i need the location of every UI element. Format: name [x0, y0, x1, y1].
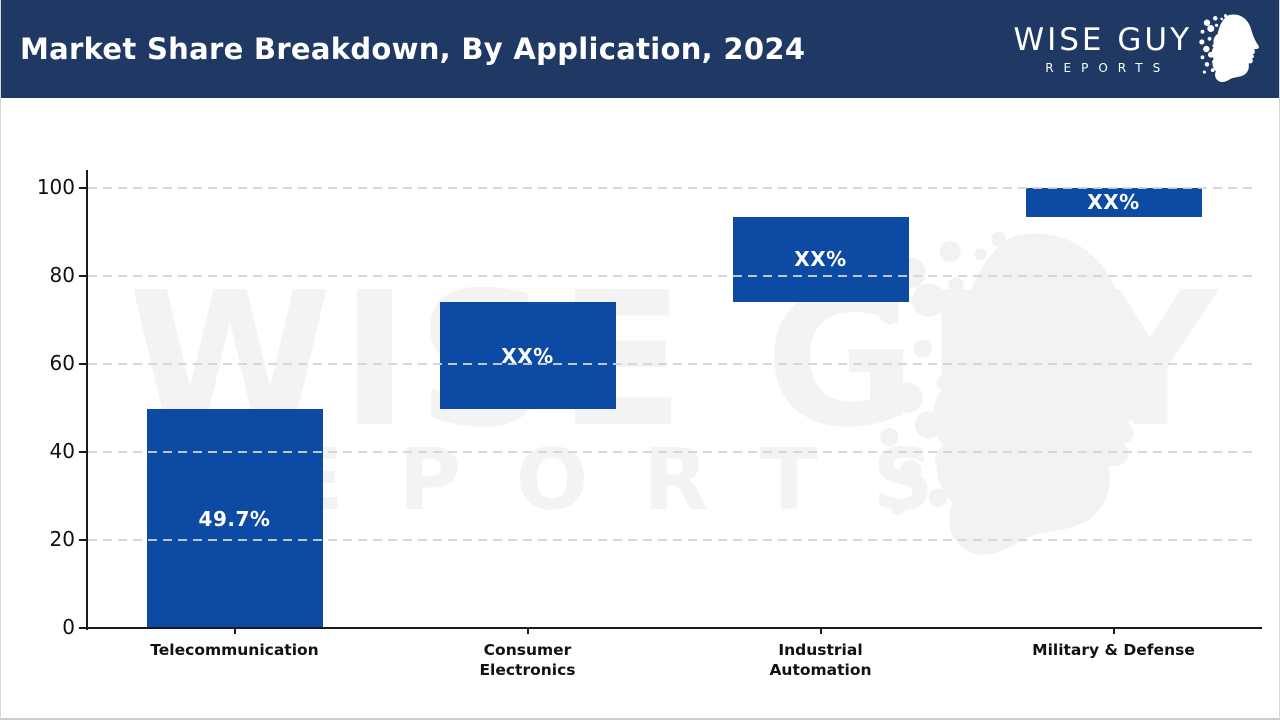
x-axis-line [86, 627, 1262, 629]
header-bar: Market Share Breakdown, By Application, … [0, 0, 1280, 98]
y-tick-mark-100 [79, 187, 86, 189]
bar-value-label: XX% [794, 247, 847, 272]
x-category-label-industrial-automation: Industrial Automation [674, 640, 967, 680]
bar-value-label: XX% [1087, 190, 1140, 215]
logo-text: WISE GUY REPORTS [1013, 21, 1192, 75]
x-category-label-militarydefense: Military & Defense [967, 640, 1260, 660]
page-title: Market Share Breakdown, By Application, … [20, 32, 806, 66]
bar-telecommunication: 49.7% [146, 409, 323, 628]
wiseguy-logo: WISE GUY REPORTS [1013, 10, 1262, 88]
logo-subtext: REPORTS [1045, 60, 1171, 75]
x-tick-mark-0 [233, 629, 236, 634]
x-tick-mark-3 [1112, 629, 1115, 634]
x-category-label-line: Automation [769, 661, 872, 679]
gridline-40 [88, 451, 1254, 453]
y-tick-mark-0 [79, 627, 86, 629]
y-tick-mark-80 [79, 275, 86, 277]
watermark-head-icon [874, 231, 1158, 555]
x-category-label-line: Military & Defense [1032, 641, 1195, 659]
wiseguy-head-icon [1199, 14, 1259, 83]
x-tick-mark-2 [819, 629, 822, 634]
y-tick-label-20: 20 [49, 527, 75, 551]
x-category-label-line: Industrial [778, 641, 863, 659]
y-tick-label-60: 60 [49, 351, 75, 375]
y-tick-label-100: 100 [36, 175, 75, 199]
x-category-label-line: Telecommunication [150, 641, 319, 659]
y-axis-line [86, 170, 88, 630]
bar-industrial-automation: XX% [732, 216, 909, 302]
y-tick-label-40: 40 [49, 439, 75, 463]
y-tick-label-0: 0 [62, 615, 75, 639]
x-category-label-telecommunication: Telecommunication [88, 640, 381, 660]
x-category-label-line: Electronics [479, 661, 576, 679]
gridline-100 [88, 187, 1254, 189]
y-tick-mark-20 [79, 539, 86, 541]
gridline-60 [88, 363, 1254, 365]
x-category-label-line: Consumer [483, 641, 572, 659]
logo-wordmark: WISE GUY [1013, 21, 1192, 58]
gridline-20 [88, 539, 1254, 541]
y-tick-mark-60 [79, 363, 86, 365]
y-tick-label-80: 80 [49, 263, 75, 287]
bar-military-defense: XX% [1025, 188, 1202, 217]
gridline-80 [88, 275, 1254, 277]
y-tick-mark-40 [79, 451, 86, 453]
x-category-label-consumer-electronics: Consumer Electronics [381, 640, 674, 680]
x-tick-mark-1 [526, 629, 529, 634]
bar-value-label: 49.7% [198, 506, 271, 531]
bar-consumer-electronics: XX% [439, 301, 616, 410]
